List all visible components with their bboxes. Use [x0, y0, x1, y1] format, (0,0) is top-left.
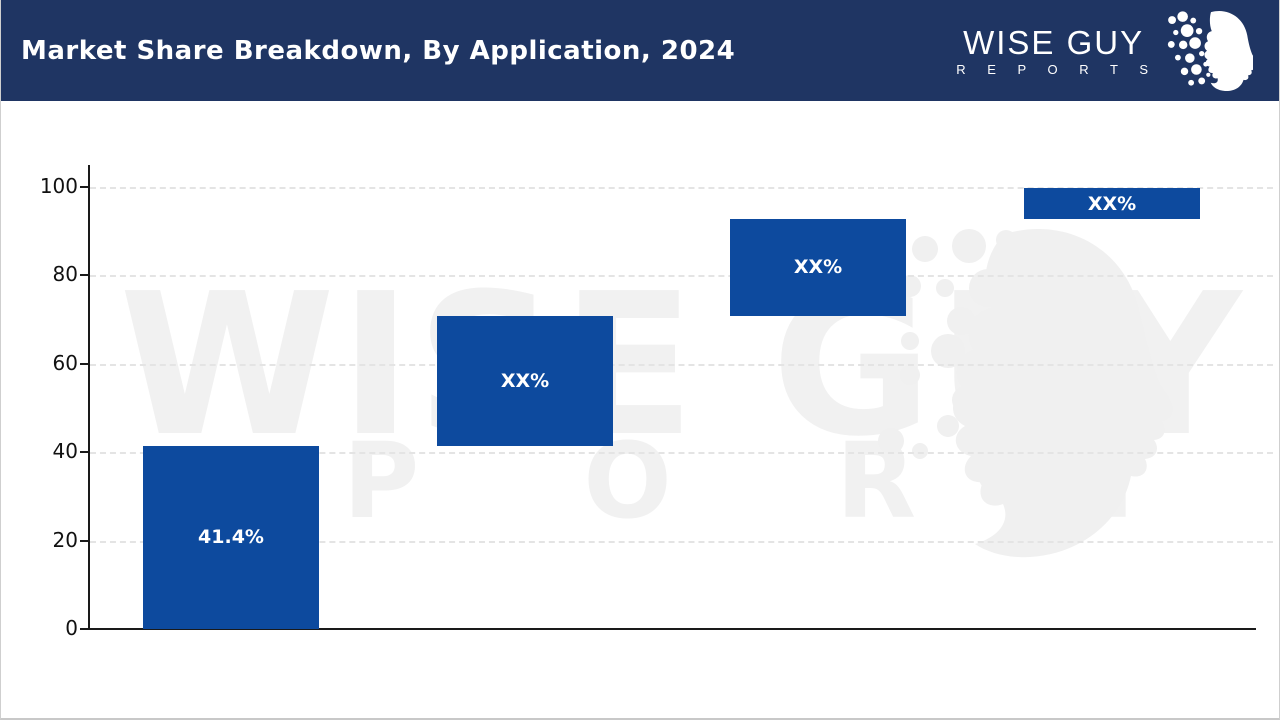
gridline-40	[90, 452, 1273, 455]
bar-3: XX%	[1024, 187, 1200, 220]
y-tick-label-80: 80	[52, 262, 78, 287]
bar-value-label-2: XX%	[793, 256, 843, 279]
header-band: Market Share Breakdown, By Application, …	[1, 0, 1279, 101]
y-tick-mark-100	[80, 186, 90, 188]
brand-name: WISE GUY	[963, 23, 1145, 61]
y-tick-mark-80	[80, 274, 90, 277]
x-axis-spine	[81, 628, 1256, 630]
y-tick-label-40: 40	[52, 439, 78, 464]
y-tick-label-20: 20	[52, 527, 78, 552]
gridline-100	[90, 187, 1273, 189]
brand-logo-text: WISE GUY R E P O R T S	[950, 26, 1157, 76]
y-tick-mark-0	[80, 628, 90, 630]
plot-area: 02040608010041.4%PharmaceuticalsXX%Resea…	[1, 101, 1279, 718]
bar-1: XX%	[437, 315, 613, 446]
y-tick-label-0: 0	[65, 616, 78, 640]
y-tick-mark-40	[80, 451, 90, 454]
y-tick-mark-20	[80, 539, 90, 542]
brand-subname: R E P O R T S	[956, 61, 1157, 77]
gridline-20	[90, 540, 1273, 543]
watermark-head-icon	[878, 229, 1173, 558]
bar-value-label-1: XX%	[500, 369, 550, 392]
y-tick-label-100: 100	[39, 174, 78, 198]
brand-head-icon	[1167, 10, 1253, 91]
bar-0: 41.4%	[143, 446, 319, 629]
y-tick-label-60: 60	[52, 350, 78, 375]
gridline-80	[90, 275, 1273, 278]
bar-2: XX%	[730, 219, 906, 316]
gridline-60	[90, 363, 1273, 366]
chart-title: Market Share Breakdown, By Application, …	[21, 35, 736, 66]
y-tick-mark-60	[80, 362, 90, 365]
brand-logo: WISE GUY R E P O R T S	[950, 10, 1253, 92]
bar-value-label-3: XX%	[1087, 192, 1137, 215]
y-axis-spine	[88, 165, 90, 630]
bar-value-label-0: 41.4%	[198, 526, 264, 549]
